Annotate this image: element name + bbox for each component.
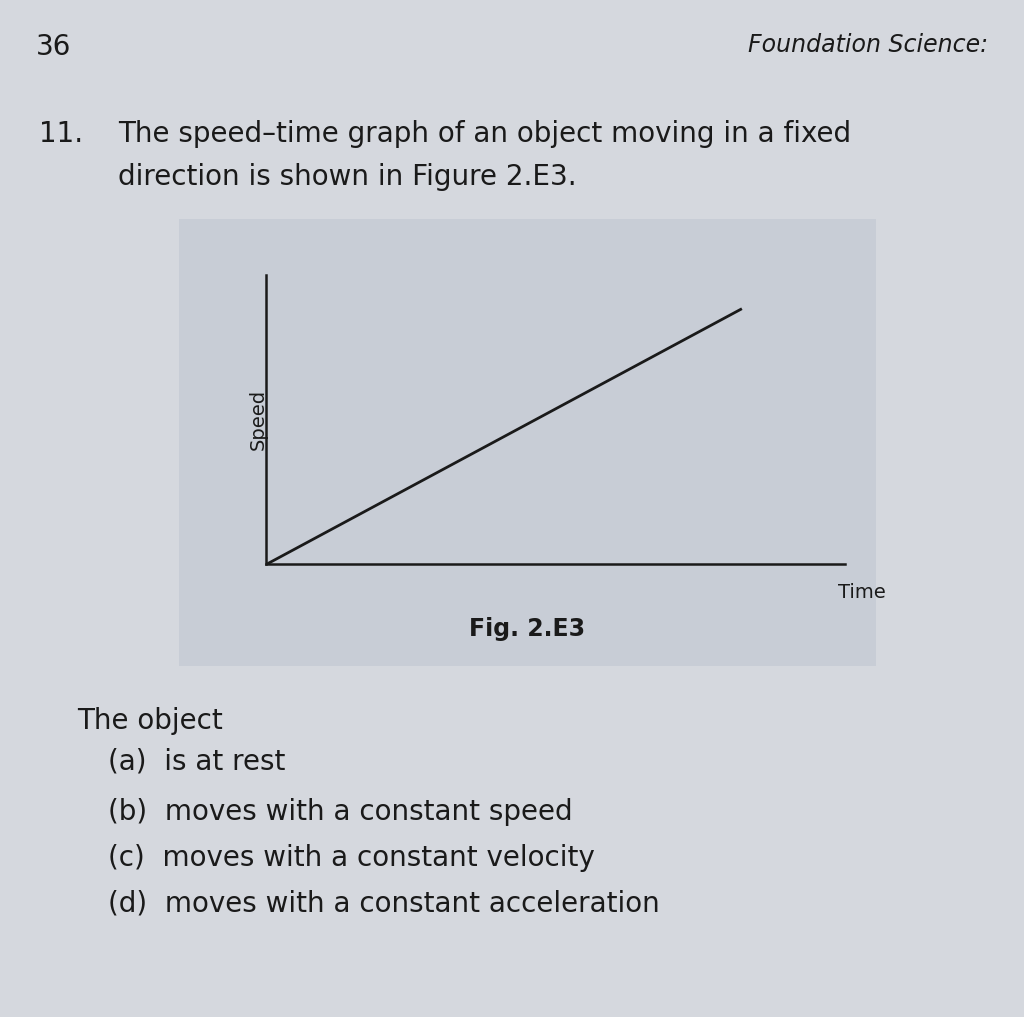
Text: Fig. 2.E3: Fig. 2.E3 [469, 616, 586, 641]
Text: 36: 36 [36, 33, 72, 61]
Text: (a)  is at rest: (a) is at rest [108, 747, 285, 776]
Text: Foundation Science:: Foundation Science: [749, 33, 988, 57]
Bar [179, 219, 876, 666]
Text: The speed–time graph of an object moving in a fixed: The speed–time graph of an object moving… [118, 120, 851, 148]
Text: Time: Time [838, 583, 886, 602]
Y-axis label: Speed: Speed [249, 388, 267, 451]
Text: (b)  moves with a constant speed: (b) moves with a constant speed [108, 798, 572, 827]
Text: The object: The object [77, 707, 222, 735]
Text: 11.: 11. [39, 120, 83, 148]
Text: (c)  moves with a constant velocity: (c) moves with a constant velocity [108, 844, 594, 873]
Text: direction is shown in Figure 2.E3.: direction is shown in Figure 2.E3. [118, 163, 577, 191]
Text: (d)  moves with a constant acceleration: (d) moves with a constant acceleration [108, 890, 659, 918]
